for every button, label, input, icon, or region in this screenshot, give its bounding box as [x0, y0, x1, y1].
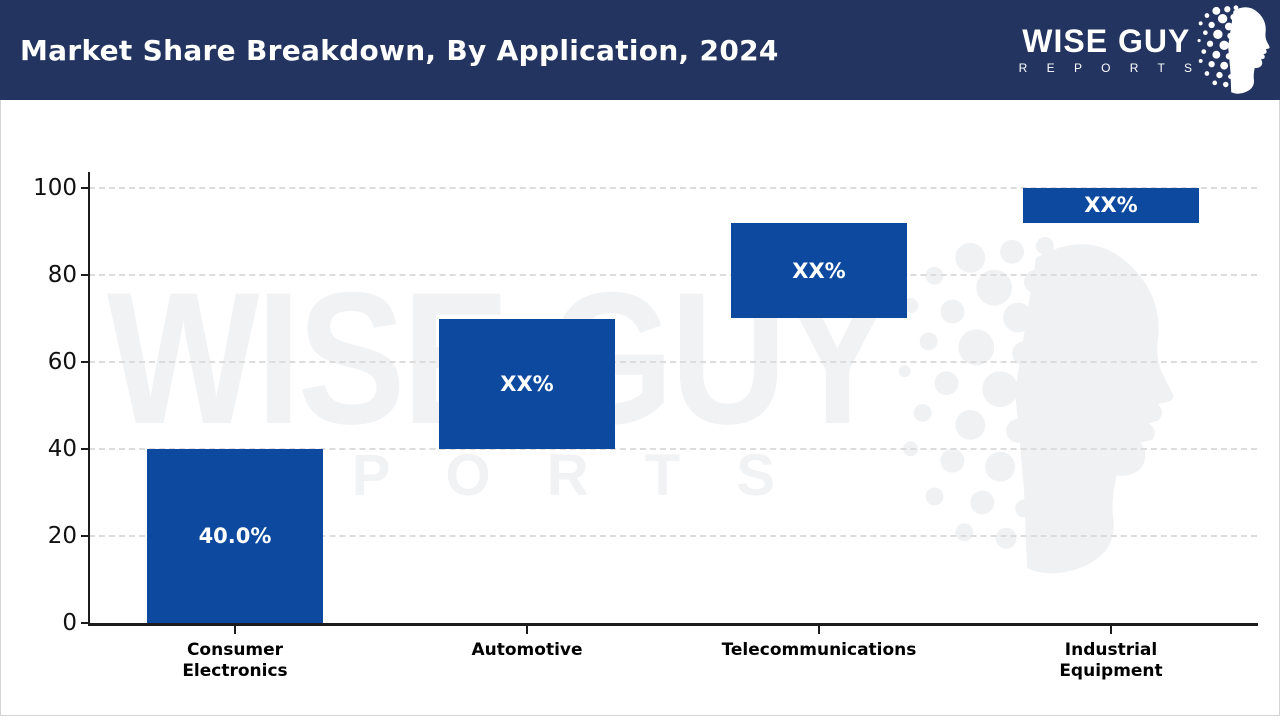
y-tick-label-80: 80	[47, 262, 77, 288]
axis-label-telecommunications: Telecommunications	[721, 640, 917, 660]
y-tick-0	[81, 622, 89, 624]
x-axis-line	[88, 623, 1258, 626]
gridline-100	[89, 187, 1257, 189]
axis-label-consumer-electronics: Consumer Electronics	[182, 640, 288, 681]
logo-tagline: R E P O R T S	[1018, 60, 1200, 75]
gridline-40	[89, 448, 1257, 450]
bar-industrial-equipment: XX%	[1023, 188, 1199, 223]
axis-label-industrial-equipment: Industrial Equipment	[1059, 640, 1163, 681]
axis-label-automotive: Automotive	[471, 640, 583, 660]
header-bar: Market Share Breakdown, By Application, …	[0, 0, 1280, 100]
x-tick-automotive	[526, 626, 528, 634]
y-axis-line	[88, 172, 90, 625]
y-tick-label-100: 100	[33, 175, 77, 201]
logo-text: WISE GUY R E P O R T S	[1013, 25, 1200, 75]
gridline-80	[89, 274, 1257, 276]
wiseguy-logo: WISE GUY R E P O R T S	[1013, 3, 1274, 97]
gridline-60	[89, 361, 1257, 363]
logo-wordmark: WISE GUY	[1022, 23, 1191, 60]
y-tick-80	[81, 274, 89, 276]
y-tick-label-40: 40	[47, 436, 77, 462]
page-title: Market Share Breakdown, By Application, …	[20, 34, 779, 67]
y-tick-40	[81, 448, 89, 450]
chart-canvas: WISE GUY R E P O R T S 0 20 40 60 80 100 40.0%…	[0, 100, 1280, 716]
bar-telecommunications: XX%	[731, 222, 907, 319]
gridline-20	[89, 535, 1257, 537]
bar-automotive: XX%	[439, 318, 615, 449]
bar-value-label-industrial-equipment: XX%	[1084, 193, 1138, 218]
y-tick-20	[81, 535, 89, 537]
bar-value-label-automotive: XX%	[500, 371, 554, 396]
x-tick-telecommunications	[818, 626, 820, 634]
y-tick-label-60: 60	[47, 349, 77, 375]
bar-consumer-electronics: 40.0%	[147, 449, 323, 623]
bar-value-label-consumer-electronics: 40.0%	[198, 524, 272, 548]
y-tick-label-20: 20	[47, 523, 77, 549]
y-tick-60	[81, 361, 89, 363]
waterfall-chart: 0 20 40 60 80 100 40.0% Consumer Electronics XX%…	[1, 100, 1279, 715]
x-tick-consumer-electronics	[234, 626, 236, 634]
wiseguy-head-icon	[1197, 5, 1270, 94]
bar-value-label-telecommunications: XX%	[792, 258, 846, 283]
y-tick-100	[81, 187, 89, 189]
y-tick-label-0: 0	[62, 610, 77, 636]
x-tick-industrial-equipment	[1110, 626, 1112, 634]
